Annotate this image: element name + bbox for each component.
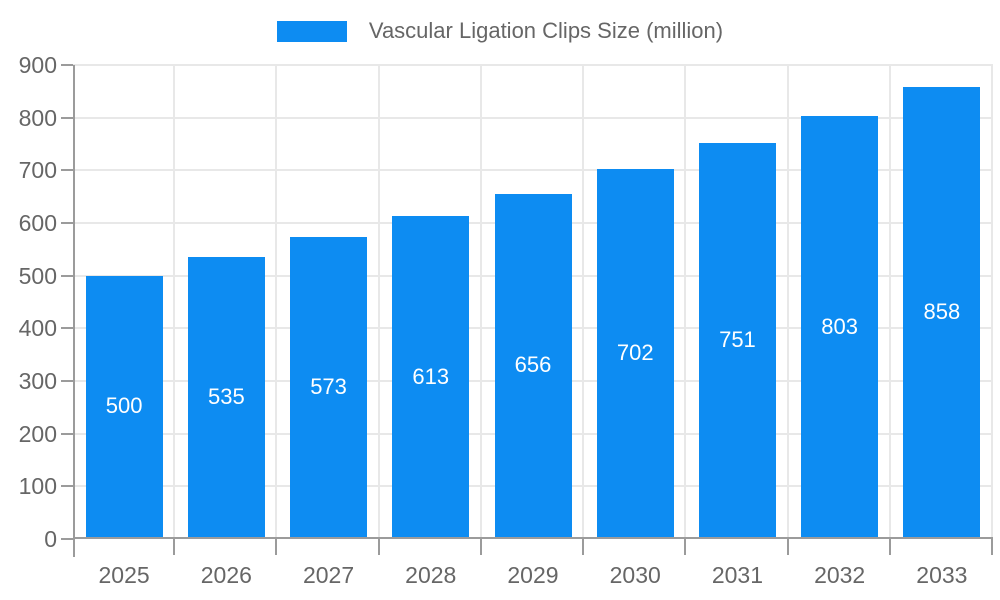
gridline-horizontal (73, 169, 993, 172)
y-axis-tick (61, 327, 73, 330)
x-category-label: 2027 (302, 562, 355, 588)
bar: 535 (187, 257, 265, 537)
y-tick-label: 300 (18, 368, 57, 394)
y-axis-tick (61, 485, 73, 488)
bar-value-label: 803 (821, 313, 859, 339)
y-axis-tick (61, 116, 73, 119)
y-axis-tick (61, 538, 73, 540)
x-category-label: 2026 (200, 562, 252, 588)
x-axis-labels: 2025 2026 2027 2028 2029 2030 2031 2032 2033 (73, 561, 993, 591)
bar: 500 (85, 275, 163, 537)
legend-swatch (276, 20, 347, 42)
y-tick-label: 600 (18, 210, 57, 236)
y-axis-tick (61, 222, 73, 224)
y-axis-tick (61, 380, 73, 382)
y-axis-tick (61, 432, 73, 435)
gridline-vertical (377, 65, 380, 539)
x-axis-tick (991, 539, 993, 555)
bar-value-label: 573 (310, 374, 347, 400)
y-axis-tick (61, 169, 73, 172)
x-axis-tick (786, 539, 789, 555)
plot-area: 500 535 573 613 656 702 751 803 858 (61, 64, 993, 557)
y-tick-label: 500 (18, 262, 57, 289)
y-axis-line (73, 65, 75, 557)
plot-right-border (991, 65, 993, 539)
y-tick-label: 800 (18, 104, 57, 131)
x-category-label: 2031 (711, 562, 764, 588)
y-tick-label: 0 (44, 526, 57, 552)
x-axis-tick (173, 539, 176, 555)
gridline-horizontal (73, 64, 993, 66)
gridline-vertical (786, 65, 789, 539)
legend-label: Vascular Ligation Clips Size (million) (368, 18, 724, 43)
x-category-label: 2033 (916, 562, 968, 588)
y-axis-labels: 0 100 200 300 400 500 600 700 800 900 (0, 52, 57, 552)
bar: 751 (698, 143, 776, 537)
bar: 613 (392, 216, 470, 537)
y-tick-label: 200 (18, 420, 57, 447)
gridline-vertical (888, 65, 891, 539)
gridline-horizontal (73, 116, 993, 119)
y-axis-tick (61, 64, 73, 66)
gridline-vertical (275, 65, 278, 539)
y-tick-label: 900 (18, 52, 57, 78)
x-category-label: 2030 (609, 562, 661, 588)
bar: 702 (596, 169, 674, 537)
y-tick-label: 400 (18, 315, 57, 342)
y-axis-tick (61, 274, 73, 277)
y-tick-label: 100 (18, 473, 57, 500)
x-axis-tick (73, 539, 75, 555)
x-axis-tick (377, 539, 380, 555)
bar-value-label: 500 (105, 393, 143, 419)
bar-value-label: 751 (719, 327, 756, 353)
x-axis-tick (888, 539, 891, 555)
x-category-label: 2025 (98, 562, 150, 588)
gridline-vertical (479, 65, 482, 539)
bar: 858 (903, 87, 981, 537)
bar-value-label: 656 (514, 352, 552, 378)
gridline-vertical (173, 65, 176, 539)
bar-value-label: 613 (412, 363, 450, 389)
bar: 803 (801, 116, 879, 537)
x-axis-line (73, 537, 993, 539)
bar-value-label: 535 (207, 384, 245, 410)
x-axis-tick (275, 539, 278, 555)
chart-legend: Vascular Ligation Clips Size (million) (0, 16, 1000, 46)
bar-value-label: 858 (923, 299, 961, 325)
x-axis-tick (582, 539, 585, 555)
x-category-label: 2029 (507, 562, 559, 588)
x-axis-tick (479, 539, 482, 555)
x-category-label: 2032 (814, 562, 866, 588)
gridline-vertical (684, 65, 687, 539)
x-category-label: 2028 (405, 562, 457, 588)
y-tick-label: 700 (18, 157, 57, 184)
x-axis-tick (684, 539, 687, 555)
gridline-vertical (582, 65, 585, 539)
bar: 656 (494, 193, 572, 537)
bar: 573 (290, 237, 368, 537)
bar-value-label: 702 (616, 340, 654, 366)
